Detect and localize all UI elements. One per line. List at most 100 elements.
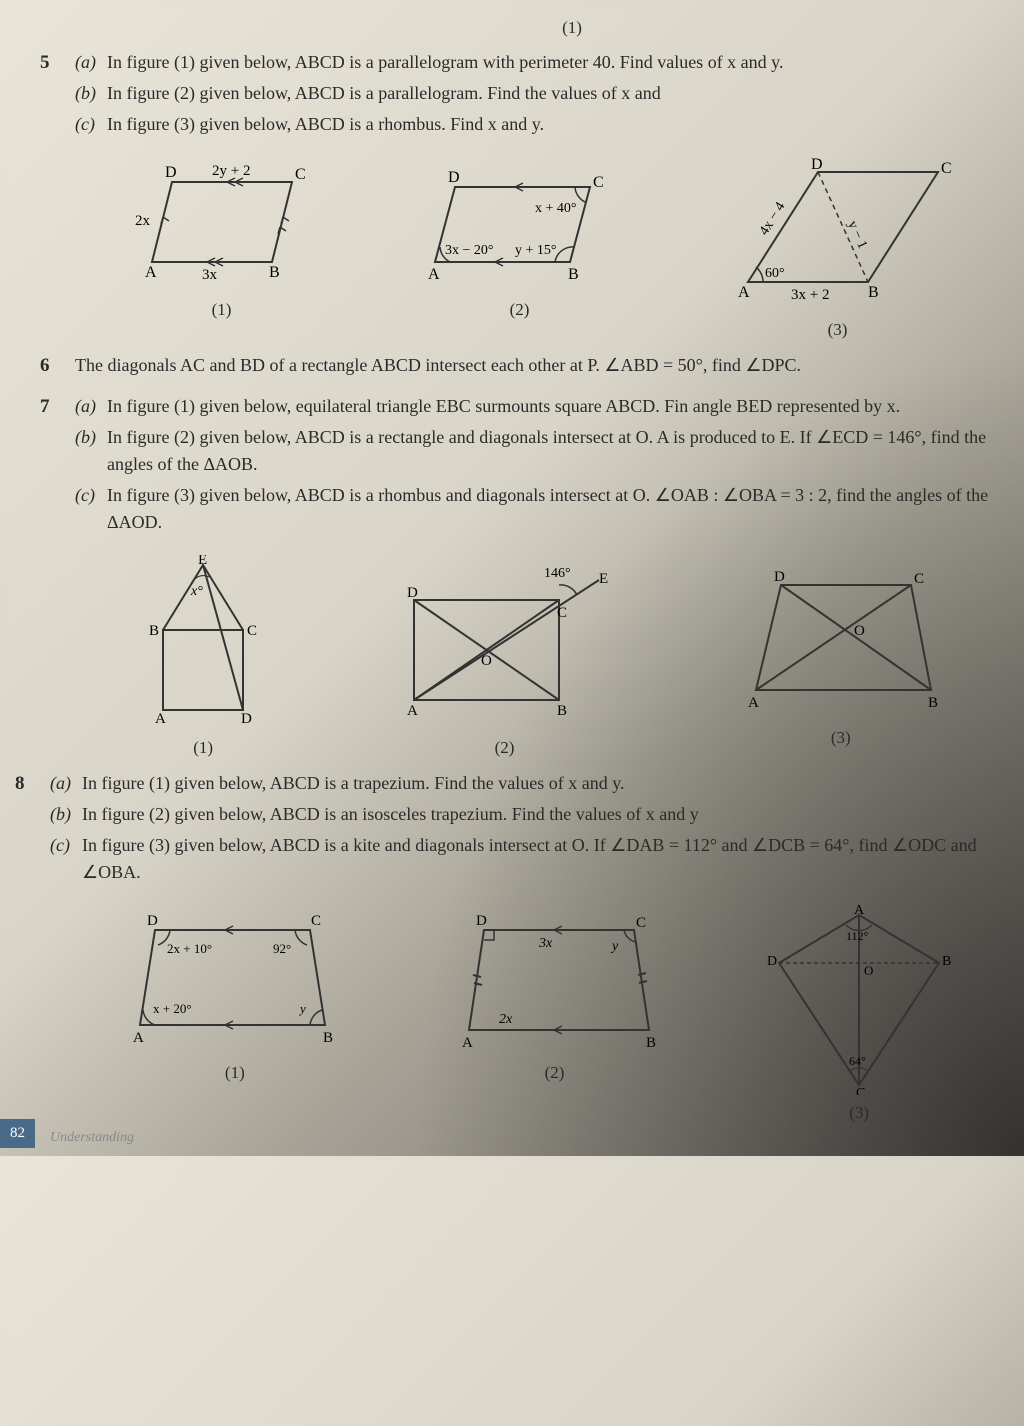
vertex-d: D xyxy=(147,913,158,929)
center-o: O xyxy=(854,623,865,639)
bottom-side-label: 2x xyxy=(499,1012,513,1027)
vertex-c: C xyxy=(636,915,646,931)
sub-text: In figure (1) given below, equilateral t… xyxy=(107,393,1004,420)
q8-figures-row: D C A B 2x + 10° 92° x + 20° y (1) xyxy=(75,905,1004,1126)
q-number: 5 xyxy=(40,49,75,142)
sub-label: (a) xyxy=(75,49,107,76)
isosceles-trapezium-diagram: D C A B 3x y 2x xyxy=(444,905,664,1055)
vertex-b: B xyxy=(269,264,280,281)
angle-x-label: x° xyxy=(190,584,203,599)
q5-part-a: (a) In figure (1) given below, ABCD is a… xyxy=(75,49,1004,76)
vertex-b: B xyxy=(149,623,159,639)
figure-caption: (2) xyxy=(389,735,619,761)
diag-bd-label: y − 1 xyxy=(844,218,869,251)
trapezium-diagram: D C A B 2x + 10° 92° x + 20° y xyxy=(125,905,345,1055)
figure-caption: (3) xyxy=(736,725,946,751)
sub-text: In figure (3) given below, ABCD is a kit… xyxy=(82,832,1004,886)
vertex-b: B xyxy=(928,695,938,711)
q-number: 6 xyxy=(40,352,75,381)
q7-part-b: (b) In figure (2) given below, ABCD is a… xyxy=(75,424,1004,478)
rhombus-diagonals-diagram: D C A B O xyxy=(736,555,946,720)
angle-a-label: 60° xyxy=(765,266,785,281)
sub-label: (b) xyxy=(75,424,107,478)
q5-figure-3: D C A B 4x − 4 y − 1 60° 3x + 2 (3) xyxy=(723,157,953,343)
figure-caption: (1) xyxy=(133,735,273,761)
vertex-b: B xyxy=(557,703,567,719)
vertex-c: C xyxy=(941,160,952,177)
side-ad-label: 2x xyxy=(135,213,151,229)
vertex-b: B xyxy=(942,954,951,969)
q8-part-a: (a) In figure (1) given below, ABCD is a… xyxy=(50,770,1004,797)
vertex-c: C xyxy=(593,174,604,191)
footer-book-title: Understanding xyxy=(50,1127,134,1148)
q7-figures-row: E B C A D x° (1) D C E xyxy=(75,555,1004,761)
vertex-d: D xyxy=(241,711,252,727)
parallelogram-diagram: D C A B 2y + 2 2x 3x xyxy=(127,157,317,292)
side-ab-label: 3x + 2 xyxy=(791,287,829,303)
figure-caption: (2) xyxy=(420,297,620,323)
q6-text: The diagonals AC and BD of a rectangle A… xyxy=(75,352,1004,381)
question-5: 5 (a) In figure (1) given below, ABCD is… xyxy=(40,49,1004,142)
sub-label: (a) xyxy=(75,393,107,420)
kite-diagram: A D B C O 112° 64° xyxy=(764,905,954,1095)
angle-c-label: 64° xyxy=(849,1054,866,1068)
vertex-c: C xyxy=(856,1086,865,1095)
vertex-b: B xyxy=(323,1030,333,1046)
q8-figure-3: A D B C O 112° 64° (3) xyxy=(764,905,954,1126)
vertex-d: D xyxy=(774,569,785,585)
vertex-e: E xyxy=(599,571,608,587)
sub-text: In figure (3) given below, ABCD is a rho… xyxy=(107,482,1004,536)
vertex-c: C xyxy=(311,913,321,929)
angle-c-label: x + 40° xyxy=(535,201,577,216)
question-6: 6 The diagonals AC and BD of a rectangle… xyxy=(40,352,1004,381)
sub-text: In figure (2) given below, ABCD is an is… xyxy=(82,801,1004,828)
top-figure-ref: (1) xyxy=(140,15,1004,41)
vertex-a: A xyxy=(145,264,157,281)
q8-part-c: (c) In figure (3) given below, ABCD is a… xyxy=(50,832,1004,886)
center-o: O xyxy=(864,963,873,978)
vertex-a: A xyxy=(407,703,418,719)
sub-label: (b) xyxy=(50,801,82,828)
q7-part-a: (a) In figure (1) given below, equilater… xyxy=(75,393,1004,420)
q-number: 8 xyxy=(15,770,50,890)
q5-part-c: (c) In figure (3) given below, ABCD is a… xyxy=(75,111,1004,138)
sub-text: In figure (3) given below, ABCD is a rho… xyxy=(107,111,1004,138)
vertex-a: A xyxy=(738,284,750,301)
q5-figure-2: D C A B x + 40° 3x − 20° y + 15° (2) xyxy=(420,157,620,343)
angle-c-label: 92° xyxy=(273,941,291,956)
q5-figure-1: D C A B 2y + 2 2x 3x (1) xyxy=(127,157,317,343)
q8-part-b: (b) In figure (2) given below, ABCD is a… xyxy=(50,801,1004,828)
rectangle-diagonals-diagram: D C E A B O 146° xyxy=(389,555,619,730)
vertex-d: D xyxy=(476,913,487,929)
vertex-b: B xyxy=(646,1035,656,1051)
vertex-b: B xyxy=(868,284,879,301)
q7-figure-3: D C A B O (3) xyxy=(736,555,946,761)
angle-a-label: 112° xyxy=(846,929,869,943)
figure-caption: (3) xyxy=(723,317,953,343)
angle-a-label: x + 20° xyxy=(153,1001,192,1016)
q8-figure-1: D C A B 2x + 10° 92° x + 20° y (1) xyxy=(125,905,345,1126)
angle-ecd-label: 146° xyxy=(544,566,571,581)
vertex-c: C xyxy=(247,623,257,639)
q7-figure-1: E B C A D x° (1) xyxy=(133,555,273,761)
rhombus-diagram: D C A B 4x − 4 y − 1 60° 3x + 2 xyxy=(723,157,953,312)
q-number: 7 xyxy=(40,393,75,540)
sub-text: In figure (2) given below, ABCD is a par… xyxy=(107,80,1004,107)
sub-text: In figure (1) given below, ABCD is a par… xyxy=(107,49,1004,76)
vertex-a: A xyxy=(428,266,440,283)
side-ad-label: 4x − 4 xyxy=(756,199,788,237)
sub-label: (c) xyxy=(75,111,107,138)
vertex-a: A xyxy=(462,1035,473,1051)
page-number-tag: 82 xyxy=(0,1119,35,1148)
figure-caption: (3) xyxy=(764,1100,954,1126)
angle-c-label: y xyxy=(610,939,619,954)
q7-figure-2: D C E A B O 146° (2) xyxy=(389,555,619,761)
question-7: 7 (a) In figure (1) given below, equilat… xyxy=(40,393,1004,540)
side-ab-label: 3x xyxy=(202,267,218,283)
angle-a-label: 3x − 20° xyxy=(445,243,494,258)
vertex-e: E xyxy=(198,555,207,568)
vertex-a: A xyxy=(748,695,759,711)
vertex-d: D xyxy=(811,157,823,173)
figure-caption: (2) xyxy=(444,1060,664,1086)
vertex-d: D xyxy=(767,954,777,969)
